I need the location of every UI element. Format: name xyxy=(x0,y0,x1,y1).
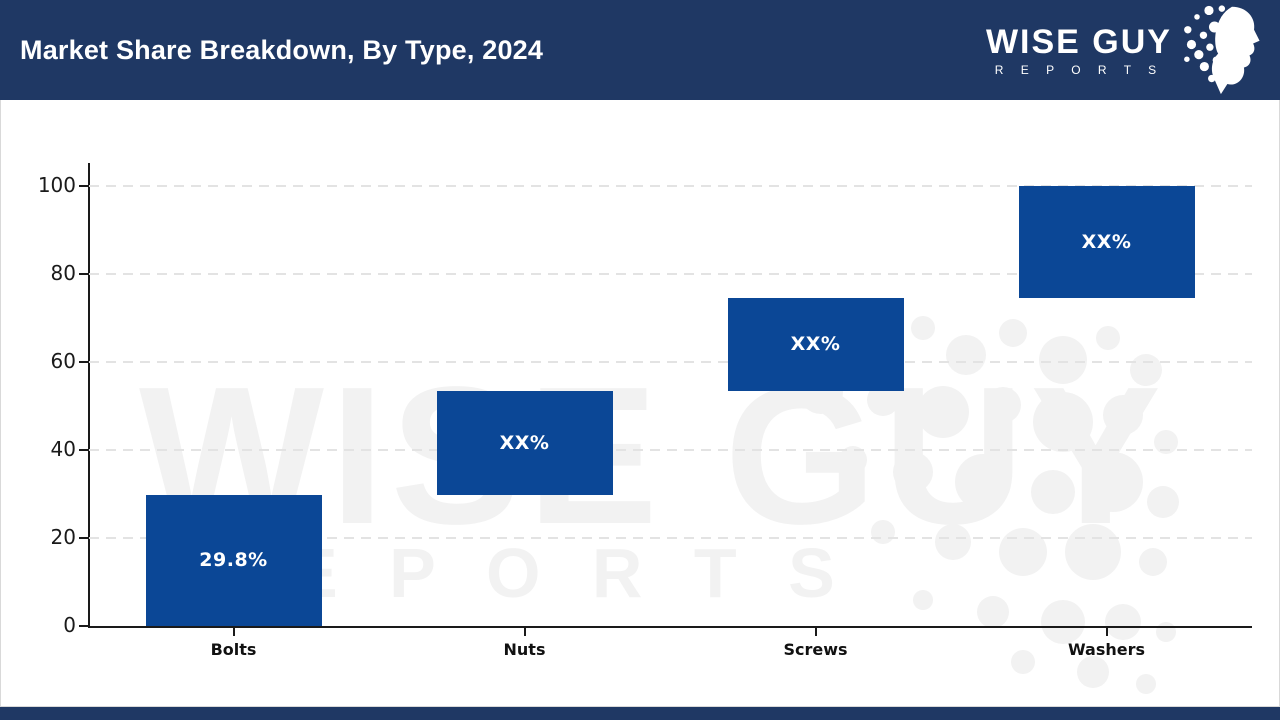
header-bar: Market Share Breakdown, By Type, 2024 WI… xyxy=(0,0,1280,100)
ytick-label-20: 20 xyxy=(50,525,76,549)
ytick-label-80: 80 xyxy=(50,261,76,285)
bar-screws: XX% xyxy=(727,298,904,391)
page-title: Market Share Breakdown, By Type, 2024 xyxy=(20,34,544,65)
ytick-label-60: 60 xyxy=(50,349,76,373)
gridline-80 xyxy=(89,273,1252,275)
xtick-bolts xyxy=(232,628,235,636)
ytick-80 xyxy=(79,273,89,275)
y-axis-line xyxy=(88,163,90,628)
xtick-screws xyxy=(814,628,817,636)
x-axis-line xyxy=(88,626,1252,628)
watermark-dots-icon xyxy=(777,310,1179,694)
ytick-0 xyxy=(79,625,89,627)
gridline-20 xyxy=(89,537,1252,539)
xtick-nuts xyxy=(523,628,526,636)
category-label-bolts: Bolts xyxy=(210,640,257,659)
bar-value-label: XX% xyxy=(790,333,841,356)
bar-value-label: XX% xyxy=(1081,231,1132,254)
ytick-100 xyxy=(79,185,89,187)
ytick-20 xyxy=(79,537,89,539)
logo-text: WISE GUY R E P O R T S xyxy=(986,25,1172,76)
wise-guy-logo: WISE GUY R E P O R T S xyxy=(986,4,1280,96)
category-label-nuts: Nuts xyxy=(503,640,546,659)
ytick-60 xyxy=(79,361,89,363)
gridline-40 xyxy=(89,449,1252,451)
bar-bolts: 29.8% xyxy=(145,494,322,626)
logo-subname: R E P O R T S xyxy=(994,62,1164,77)
category-label-washers: Washers xyxy=(1067,640,1146,659)
ytick-40 xyxy=(79,449,89,451)
footer-bar xyxy=(0,707,1280,720)
bar-nuts: XX% xyxy=(436,390,613,495)
ytick-label-0: 0 xyxy=(63,613,76,637)
gridline-60 xyxy=(89,361,1252,363)
logo-name: WISE GUY xyxy=(985,22,1172,61)
bottom-divider xyxy=(0,706,1280,707)
logo-head-icon xyxy=(1184,5,1260,95)
bar-value-label: XX% xyxy=(499,431,550,454)
ytick-label-40: 40 xyxy=(50,437,76,461)
bar-washers: XX% xyxy=(1018,186,1195,299)
gridline-100 xyxy=(89,185,1252,187)
bar-value-label: 29.8% xyxy=(199,549,268,572)
ytick-label-100: 100 xyxy=(37,173,76,197)
xtick-washers xyxy=(1105,628,1108,636)
category-label-screws: Screws xyxy=(783,640,848,659)
